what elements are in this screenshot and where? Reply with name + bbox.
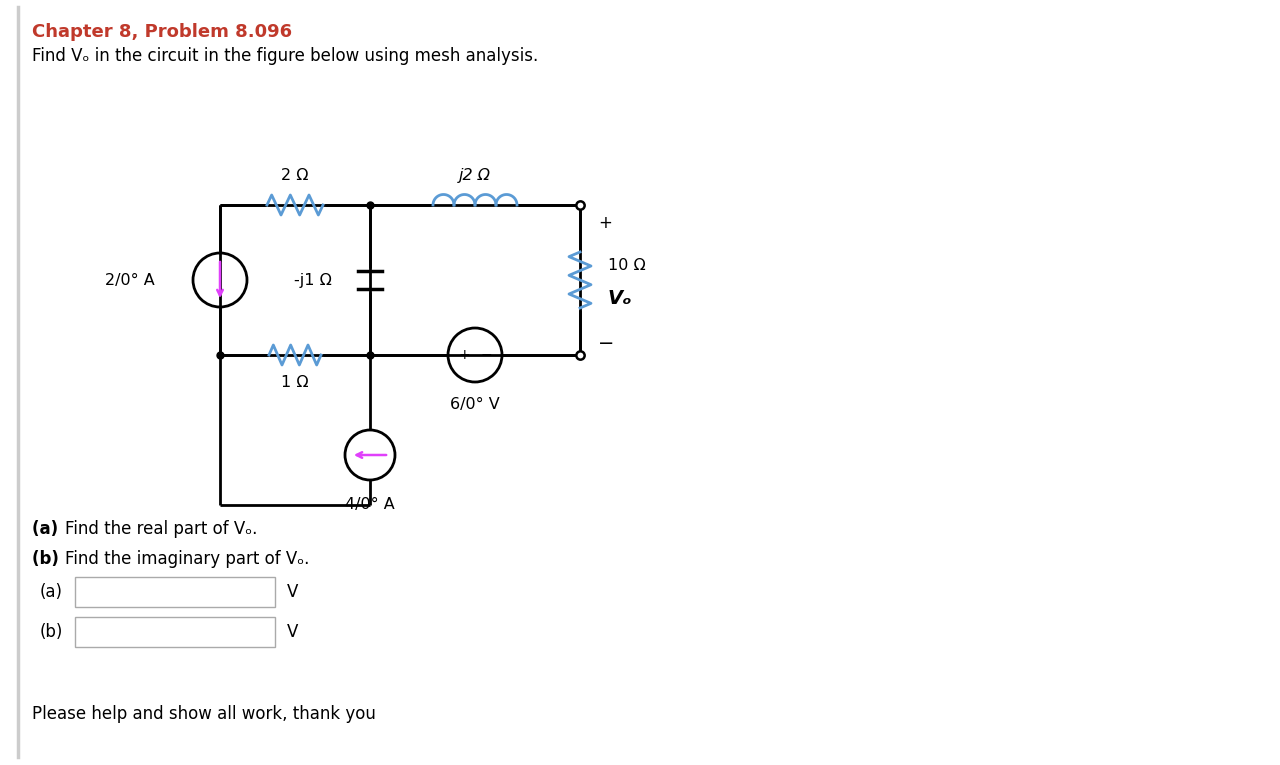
Text: +: + <box>598 214 612 232</box>
Text: −: − <box>598 334 614 353</box>
Text: Vₒ: Vₒ <box>608 288 632 308</box>
Text: -j1 Ω: -j1 Ω <box>294 272 332 288</box>
Text: (a): (a) <box>40 583 63 601</box>
Text: j2 Ω: j2 Ω <box>460 168 492 183</box>
FancyBboxPatch shape <box>76 577 275 607</box>
Text: 10 Ω: 10 Ω <box>608 258 645 272</box>
Text: V: V <box>287 623 298 641</box>
Text: 6/0° V: 6/0° V <box>451 397 500 412</box>
Text: −: − <box>480 348 492 362</box>
FancyBboxPatch shape <box>76 617 275 647</box>
Text: Find the imaginary part of Vₒ.: Find the imaginary part of Vₒ. <box>65 550 310 568</box>
Text: (b): (b) <box>32 550 64 568</box>
Text: Please help and show all work, thank you: Please help and show all work, thank you <box>32 705 376 723</box>
Text: V: V <box>287 583 298 601</box>
Text: +: + <box>458 348 470 362</box>
Text: Find the real part of Vₒ.: Find the real part of Vₒ. <box>65 520 257 538</box>
Text: Find Vₒ in the circuit in the figure below using mesh analysis.: Find Vₒ in the circuit in the figure bel… <box>32 47 539 65</box>
Text: (a): (a) <box>32 520 64 538</box>
Text: (b): (b) <box>40 623 64 641</box>
Text: 2/0° A: 2/0° A <box>105 272 155 288</box>
Text: Chapter 8, Problem 8.096: Chapter 8, Problem 8.096 <box>32 23 292 41</box>
Text: 2 Ω: 2 Ω <box>282 168 308 183</box>
Text: 1 Ω: 1 Ω <box>282 375 308 390</box>
Text: 4/0° A: 4/0° A <box>346 497 394 512</box>
